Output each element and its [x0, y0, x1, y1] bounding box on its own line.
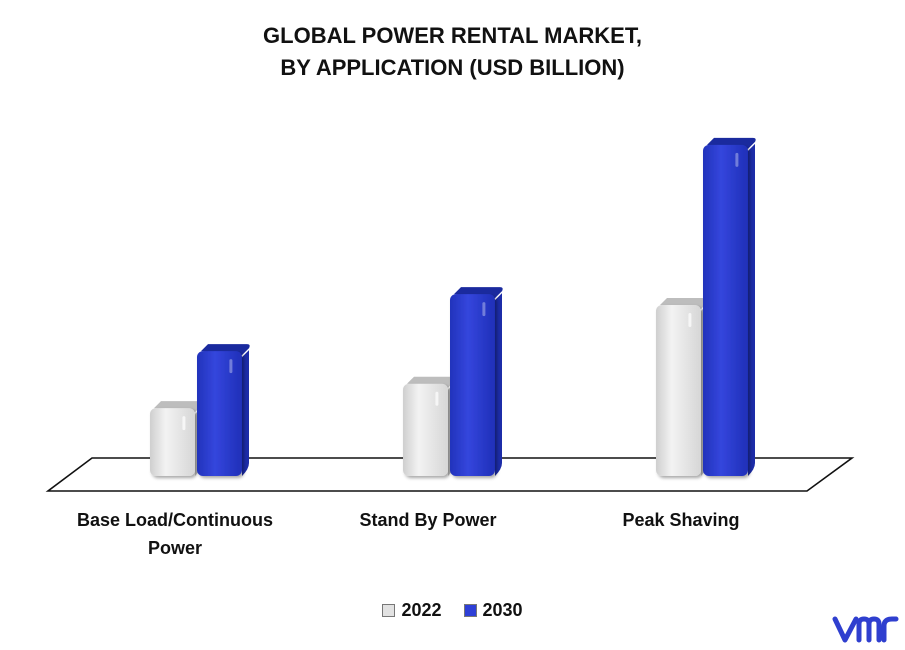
bar-peak-shaving-2022 — [656, 298, 709, 476]
bar-base-load-2030 — [197, 344, 250, 476]
bar-base-load-2022 — [150, 401, 203, 476]
bar-peak-shaving-2030 — [703, 137, 756, 476]
category-label-peak-shaving: Peak Shaving — [622, 510, 740, 530]
legend-label-2022: 2022 — [401, 600, 442, 620]
category-label-stand-by-power: Stand By Power — [359, 510, 497, 530]
chart-title-line-1: GLOBAL POWER RENTAL MARKET, — [263, 23, 642, 48]
legend-item-2030: 2030 — [463, 600, 523, 621]
legend-swatch-2022 — [382, 604, 396, 617]
bar-stand-by-power-2022 — [403, 376, 456, 476]
chart-legend: 2022 2030 — [0, 600, 905, 621]
chart-title: GLOBAL POWER RENTAL MARKET, BY APPLICATI… — [0, 20, 905, 84]
chart-plot — [45, 137, 855, 492]
category-label-base-load: Base Load/Continuous Power — [76, 510, 273, 558]
legend-swatch-2030 — [463, 604, 477, 617]
vmr-logo-icon — [832, 616, 899, 643]
chart-title-line-2: BY APPLICATION (USD BILLION) — [280, 55, 625, 80]
chart-floor — [45, 457, 855, 492]
legend-label-2030: 2030 — [482, 600, 523, 620]
legend-item-2022: 2022 — [382, 600, 442, 621]
bar-stand-by-power-2030 — [450, 287, 503, 476]
